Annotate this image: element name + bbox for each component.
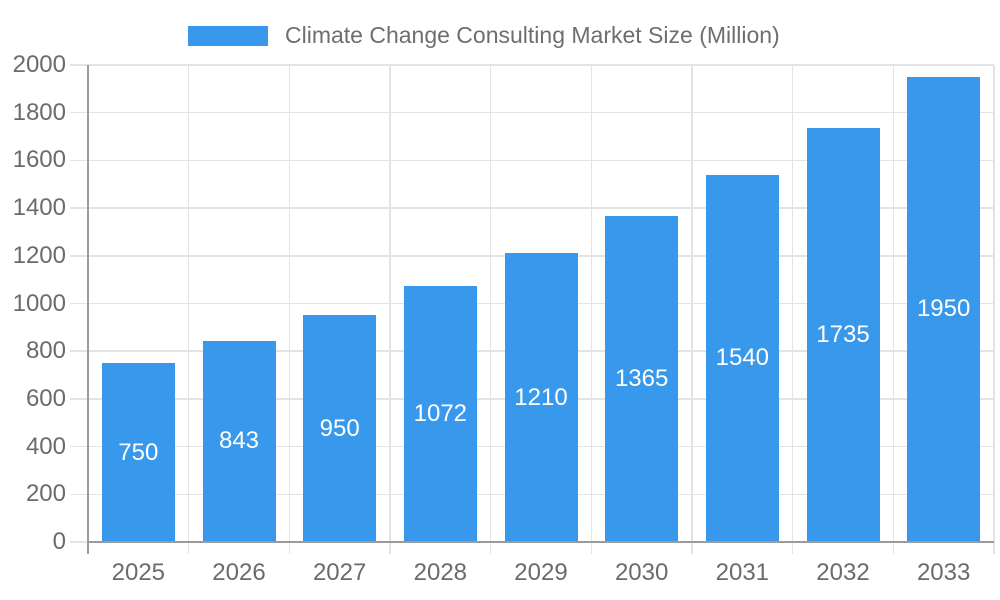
bar-value-label-2033: 1950 [916, 295, 971, 323]
bar-value-label-2031: 1540 [715, 344, 770, 372]
y-tick-label-2000: 2000 [12, 51, 66, 78]
y-tick-label-200: 200 [25, 480, 66, 508]
bar-2025[interactable] [101, 363, 175, 542]
x-tick-label-2033: 2033 [916, 559, 971, 586]
grid-line-y-1800 [70, 111, 994, 114]
x-tick-label-2026: 2026 [212, 559, 266, 586]
x-tick-label-2029: 2029 [514, 559, 568, 586]
x-tick-label-2031: 2031 [715, 559, 770, 586]
y-tick-label-1800: 1800 [12, 98, 66, 126]
grid-line-x-2 [288, 65, 291, 554]
bar-2029[interactable] [504, 253, 578, 542]
bar-2027[interactable] [303, 315, 377, 542]
bar-value-label-2032: 1735 [816, 321, 870, 349]
bar-2033[interactable] [907, 76, 981, 542]
bar-value-label-2027: 950 [319, 414, 360, 442]
y-tick-label-1600: 1600 [12, 146, 66, 174]
x-tick-label-2032: 2032 [816, 559, 870, 586]
grid-line-x-8 [892, 65, 895, 554]
y-tick-label-1200: 1200 [12, 241, 66, 269]
bar-value-label-2030: 1365 [614, 365, 669, 393]
y-tick-label-600: 600 [25, 384, 66, 412]
grid-line-x-6 [691, 65, 693, 554]
bar-value-label-2029: 1210 [514, 383, 568, 411]
bar-2032[interactable] [806, 128, 880, 542]
legend-label: Climate Change Consulting Market Size (M… [285, 22, 780, 48]
bar-value-label-2026: 843 [218, 427, 260, 455]
y-tick-label-800: 800 [25, 337, 66, 365]
y-tick-label-400: 400 [25, 432, 66, 460]
x-tick-label-2028: 2028 [413, 559, 468, 586]
x-tick-label-2025: 2025 [111, 559, 166, 586]
bar-value-label-2025: 750 [118, 438, 159, 466]
grid-line-y-1600 [70, 159, 994, 162]
bar-2026[interactable] [202, 340, 276, 542]
x-axis-line [88, 541, 994, 543]
grid-line-x-9 [993, 65, 995, 554]
legend-swatch-icon [188, 25, 268, 46]
y-axis-line [86, 65, 89, 554]
grid-line-y-1400 [70, 207, 994, 209]
x-tick-label-2030: 2030 [614, 559, 669, 586]
grid-line-x-4 [489, 65, 492, 554]
y-tick-label-1400: 1400 [12, 194, 66, 222]
bar-2031[interactable] [705, 174, 779, 542]
y-tick-label-0: 0 [52, 528, 66, 555]
grid-line-y-2000 [70, 64, 994, 66]
grid-line-x-1 [187, 65, 190, 554]
bar-2028[interactable] [403, 286, 477, 542]
grid-line-x-3 [389, 65, 391, 554]
grid-line-x-5 [590, 65, 593, 554]
bar-2030[interactable] [605, 216, 679, 542]
y-tick-label-1000: 1000 [12, 289, 66, 317]
grid-line-x-7 [791, 65, 794, 554]
x-tick-label-2027: 2027 [312, 559, 367, 586]
bar-value-label-2028: 1072 [413, 400, 468, 428]
chart-legend[interactable]: Climate Change Consulting Market Size (M… [188, 22, 780, 49]
